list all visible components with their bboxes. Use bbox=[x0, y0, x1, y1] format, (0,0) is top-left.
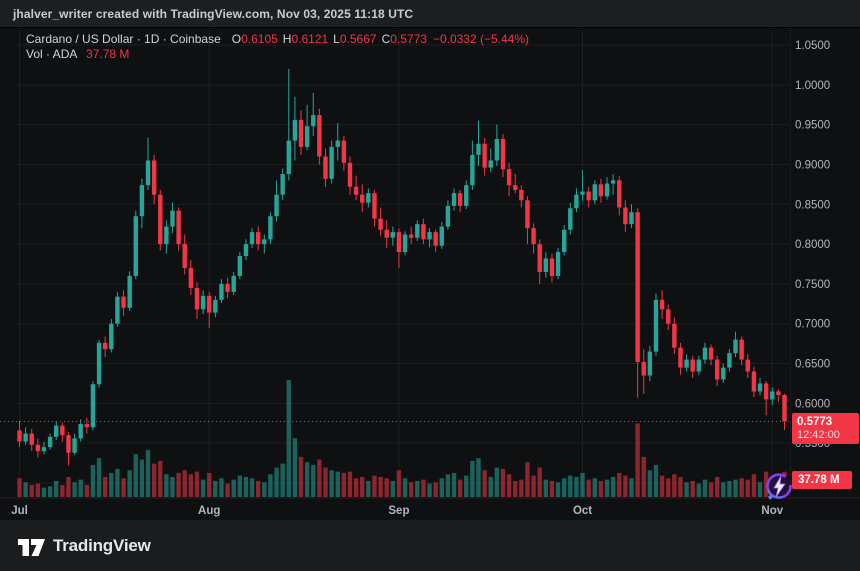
symbol-title[interactable]: Cardano / US Dollar · 1D · Coinbase bbox=[26, 32, 221, 46]
chart-legend: Cardano / US Dollar · 1D · Coinbase O0.61… bbox=[26, 32, 529, 62]
price-change: −0.0332 (−5.44%) bbox=[432, 32, 530, 46]
chart-pane[interactable]: 1.0500 1.0000 0.9500 0.9000 0.8500 0.8000 0.75… bbox=[0, 28, 860, 520]
svg-text:1.0500: 1.0500 bbox=[795, 40, 830, 52]
svg-text:0.6500: 0.6500 bbox=[795, 359, 830, 371]
svg-text:0.9500: 0.9500 bbox=[795, 120, 830, 132]
attribution-text: jhalver_writer created with TradingView.… bbox=[13, 6, 414, 21]
volume-value: 37.78 M bbox=[86, 47, 130, 61]
svg-text:0.8500: 0.8500 bbox=[795, 199, 830, 211]
open-value: 0.6105 bbox=[241, 32, 278, 46]
footer-bar: TradingView bbox=[0, 520, 860, 571]
low-label: L bbox=[333, 32, 340, 46]
svg-text:0.8000: 0.8000 bbox=[795, 239, 830, 251]
close-label: C bbox=[381, 32, 391, 46]
high-value: 0.6121 bbox=[291, 32, 329, 46]
last-price-value: 0.5773 bbox=[797, 416, 833, 429]
candlestick-chart-svg: 1.0500 1.0000 0.9500 0.9000 0.8500 0.8000 0.75… bbox=[0, 28, 860, 517]
bar-close-countdown: 12:42:00 bbox=[797, 429, 840, 442]
open-label: O bbox=[231, 32, 242, 46]
low-value: 0.5667 bbox=[339, 32, 377, 46]
legend-volume-row: Vol · ADA 37.78 M bbox=[26, 47, 529, 62]
attribution-bar: jhalver_writer created with TradingView.… bbox=[0, 0, 860, 28]
close-value: 0.5773 bbox=[390, 32, 427, 46]
svg-text:0.6000: 0.6000 bbox=[795, 398, 830, 410]
svg-text:0.7500: 0.7500 bbox=[795, 279, 830, 291]
svg-text:Jul: Jul bbox=[11, 505, 28, 517]
tradingview-logo-text: TradingView bbox=[53, 535, 151, 555]
volume-label[interactable]: Vol · ADA bbox=[26, 47, 77, 61]
svg-text:Nov: Nov bbox=[761, 505, 783, 517]
tradingview-logo-mark bbox=[18, 538, 45, 556]
svg-text:0.9000: 0.9000 bbox=[795, 159, 830, 171]
lightning-icon bbox=[762, 470, 796, 504]
svg-text:1.0000: 1.0000 bbox=[795, 80, 830, 92]
svg-text:Oct: Oct bbox=[573, 505, 592, 517]
svg-text:Sep: Sep bbox=[388, 505, 409, 517]
tradingview-logo[interactable]: TradingView bbox=[18, 534, 151, 558]
legend-symbol-row: Cardano / US Dollar · 1D · Coinbase O0.61… bbox=[26, 32, 529, 47]
high-label: H bbox=[282, 32, 292, 46]
svg-text:Aug: Aug bbox=[198, 505, 220, 517]
svg-text:0.7000: 0.7000 bbox=[795, 319, 830, 331]
volume-badge: 37.78 M bbox=[792, 470, 852, 489]
last-price-badge: 0.5773 12:42:00 bbox=[792, 413, 859, 445]
